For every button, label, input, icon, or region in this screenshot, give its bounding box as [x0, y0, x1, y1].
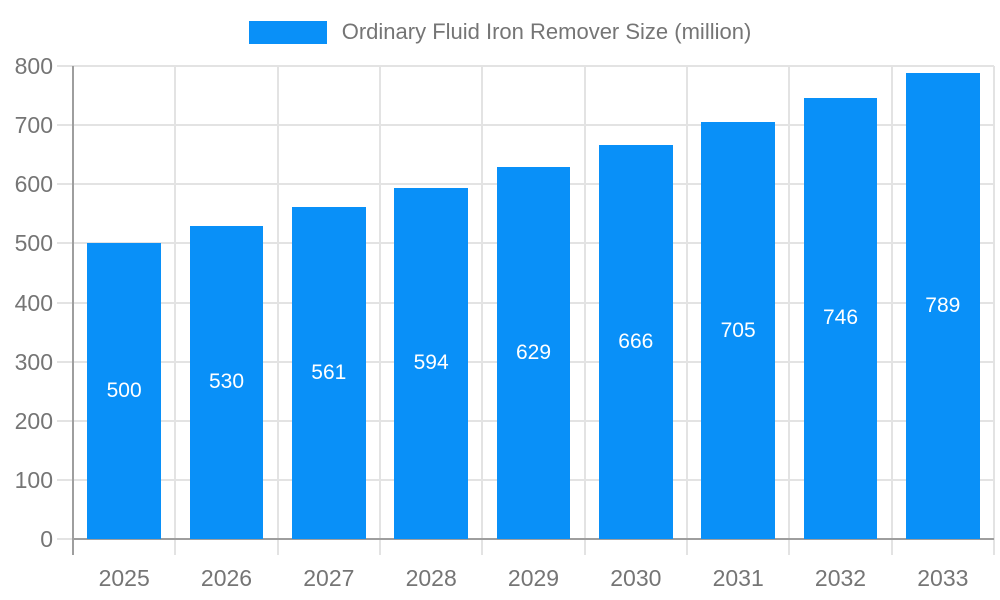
y-axis-tick: [57, 360, 73, 363]
y-axis-tick-label: 400: [14, 289, 53, 316]
x-axis-tick-label: 2030: [610, 565, 662, 591]
y-axis-tick-label: 600: [14, 171, 53, 198]
x-axis-tick: [686, 539, 688, 555]
x-axis-tick: [788, 539, 791, 555]
x-axis-tick: [174, 539, 177, 555]
y-axis-tick-label: 300: [14, 348, 53, 375]
y-axis-tick: [57, 419, 73, 422]
bar: 789: [905, 72, 980, 539]
y-axis-tick: [57, 538, 73, 540]
x-axis-line: [73, 538, 994, 540]
x-axis-tick-label: 2028: [405, 565, 457, 591]
bar: 746: [803, 97, 878, 539]
legend-swatch-icon: [248, 20, 327, 44]
x-axis-tick-label: 2026: [200, 565, 253, 591]
bar-value-label: 594: [413, 351, 449, 375]
x-axis-tick: [890, 539, 893, 555]
bar-value-label: 705: [720, 318, 756, 342]
y-axis-tick-label: 100: [14, 466, 53, 493]
x-axis-tick-label: 2032: [814, 565, 867, 591]
legend[interactable]: Ordinary Fluid Iron Remover Size (millio…: [0, 18, 1000, 46]
gridline-vertical: [993, 66, 995, 539]
x-axis-tick-label: 2031: [712, 565, 764, 591]
bar: 666: [598, 145, 673, 539]
bar-value-label: 561: [311, 361, 347, 385]
bar-value-label: 666: [618, 330, 654, 354]
y-axis-tick-label: 0: [40, 526, 53, 552]
y-axis-tick-label: 200: [14, 407, 53, 434]
gridline-vertical: [583, 66, 586, 539]
y-axis-tick: [57, 124, 73, 127]
gridline-horizontal: [73, 65, 994, 67]
x-axis-tick-label: 2029: [507, 565, 560, 591]
bar: 705: [701, 122, 775, 539]
bar-value-label: 530: [208, 370, 245, 394]
x-axis-tick: [583, 539, 586, 555]
gridline-vertical: [788, 66, 791, 539]
bar: 629: [496, 167, 571, 539]
x-axis-tick: [276, 539, 279, 555]
bar-value-label: 629: [515, 341, 552, 365]
y-axis-line: [72, 66, 74, 555]
y-axis-tick: [57, 65, 73, 67]
bar-value-label: 500: [106, 379, 142, 403]
x-axis-tick-label: 2027: [303, 565, 355, 591]
x-axis-tick: [993, 539, 995, 555]
legend-label: Ordinary Fluid Iron Remover Size (millio…: [341, 19, 752, 44]
y-axis-tick-label: 500: [14, 230, 53, 257]
gridline-vertical: [481, 66, 484, 539]
y-axis-tick-label: 700: [14, 112, 53, 139]
gridline-vertical: [379, 66, 381, 539]
y-axis-tick: [57, 301, 73, 304]
gridline-vertical: [686, 66, 688, 539]
gridline-horizontal: [73, 124, 994, 127]
y-axis-tick: [57, 242, 73, 245]
gridline-vertical: [174, 66, 177, 539]
y-axis-tick-label: 800: [14, 53, 53, 79]
gridline-vertical: [890, 66, 893, 539]
x-axis-tick-label: 2025: [98, 565, 150, 591]
bar: 500: [87, 243, 161, 539]
y-axis-tick: [57, 478, 73, 481]
bar-value-label: 746: [822, 306, 859, 330]
x-axis-tick: [481, 539, 484, 555]
bar-value-label: 789: [925, 293, 961, 317]
x-axis-tick-label: 2033: [917, 565, 969, 591]
x-axis-tick: [379, 539, 381, 555]
bar: 594: [394, 187, 468, 539]
bar: 530: [189, 225, 264, 539]
y-axis-tick: [57, 183, 73, 186]
bar: 561: [291, 207, 366, 539]
gridline-vertical: [276, 66, 279, 539]
